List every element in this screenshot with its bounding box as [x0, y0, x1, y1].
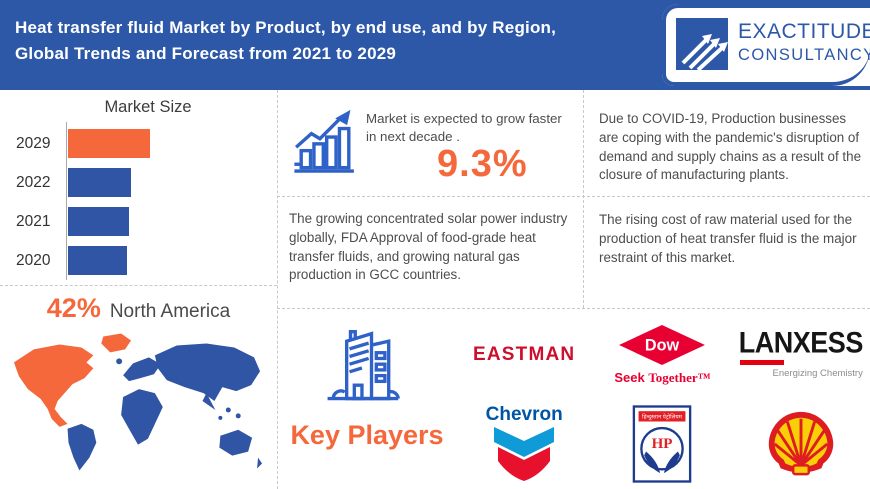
- divider-vertical-right: [583, 90, 584, 308]
- chart-axis-line: [66, 122, 67, 280]
- growth-statement: Market is expected to grow faster in nex…: [366, 111, 562, 145]
- bar-row: 2020: [16, 241, 266, 280]
- bar: [68, 207, 129, 236]
- brand-logo: EXACTITUDE CONSULTANCY: [662, 4, 870, 86]
- lanxess-red-bar: [739, 360, 784, 366]
- lanxess-wordmark: LANXESS: [738, 327, 864, 360]
- bar-category-label: 2021: [16, 212, 51, 230]
- dow-tagline: Seek Together™: [614, 369, 711, 385]
- region-share-value: 42%: [46, 293, 101, 323]
- chevron-shield: [494, 426, 555, 481]
- page-title: Heat transfer fluid Market by Product, b…: [15, 15, 556, 68]
- buildings-icon: [327, 330, 400, 401]
- market-size-chart: 2029 2022 2021 2020: [16, 124, 266, 280]
- growth-chart-icon: [294, 109, 354, 173]
- chevron-logo: Chevron: [455, 400, 593, 489]
- bar-row: 2029: [16, 124, 266, 163]
- bar-category-label: 2022: [16, 173, 51, 191]
- eastman-wordmark: EASTMAN: [472, 343, 576, 365]
- eastman-logo: EASTMAN: [455, 310, 593, 400]
- region-share-label: North America: [109, 301, 231, 322]
- bar: [68, 129, 150, 158]
- divider-horizontal-left: [0, 285, 277, 286]
- page-title-line1: Heat transfer fluid Market by Product, b…: [15, 18, 557, 37]
- bar-row: 2021: [16, 202, 266, 241]
- hp-monogram: HP: [652, 436, 673, 452]
- bar-category-label: 2020: [16, 251, 51, 269]
- lanxess-logo: LANXESS Energizing Chemistry: [732, 310, 870, 400]
- growth-rate-value: 9.3%: [437, 143, 528, 185]
- dow-diamond: Dow: [619, 324, 706, 365]
- region-stat: 42% North America: [0, 293, 277, 324]
- brand-name: EXACTITUDE CONSULTANCY: [738, 20, 870, 65]
- bar-category-label: 2029: [16, 134, 51, 152]
- key-players-logos: EASTMAN Dow Seek Together™ LANXESS Energ…: [455, 310, 870, 489]
- divider-horizontal-lower: [277, 308, 870, 309]
- covid-impact-text: Due to COVID-19, Production businesses a…: [599, 111, 862, 183]
- hp-banner-text: हिन्दुस्तान पेट्रोलियम: [642, 413, 683, 421]
- brand-logo-border: [662, 4, 870, 86]
- bar-row: 2022: [16, 163, 266, 202]
- key-players-label: Key Players: [290, 420, 444, 450]
- chart-title: Market Size: [104, 98, 192, 116]
- bar: [68, 168, 131, 197]
- svg-text:Dow: Dow: [645, 336, 680, 354]
- divider-horizontal-upper: [277, 196, 870, 197]
- bar: [68, 246, 127, 275]
- shell-logo: [732, 400, 870, 489]
- divider-vertical-left: [277, 90, 278, 489]
- lanxess-tagline: Energizing Chemistry: [772, 368, 863, 380]
- dow-logo: Dow Seek Together™: [593, 310, 731, 400]
- brand-name-line2: CONSULTANCY: [738, 46, 870, 64]
- chevron-wordmark: Chevron: [485, 403, 563, 425]
- brand-name-line1: EXACTITUDE: [738, 20, 870, 43]
- page-title-line2: Global Trends and Forecast from 2021 to …: [15, 44, 397, 64]
- arrows-up-icon: [676, 18, 728, 70]
- market-drivers-text: The growing concentrated solar power ind…: [289, 211, 568, 283]
- world-map: [13, 333, 263, 471]
- hp-logo: हिन्दुस्तान पेट्रोलियम HP: [593, 400, 731, 489]
- header-banner: Heat transfer fluid Market by Product, b…: [0, 0, 870, 90]
- market-restraint-text: The rising cost of raw material used for…: [599, 212, 857, 265]
